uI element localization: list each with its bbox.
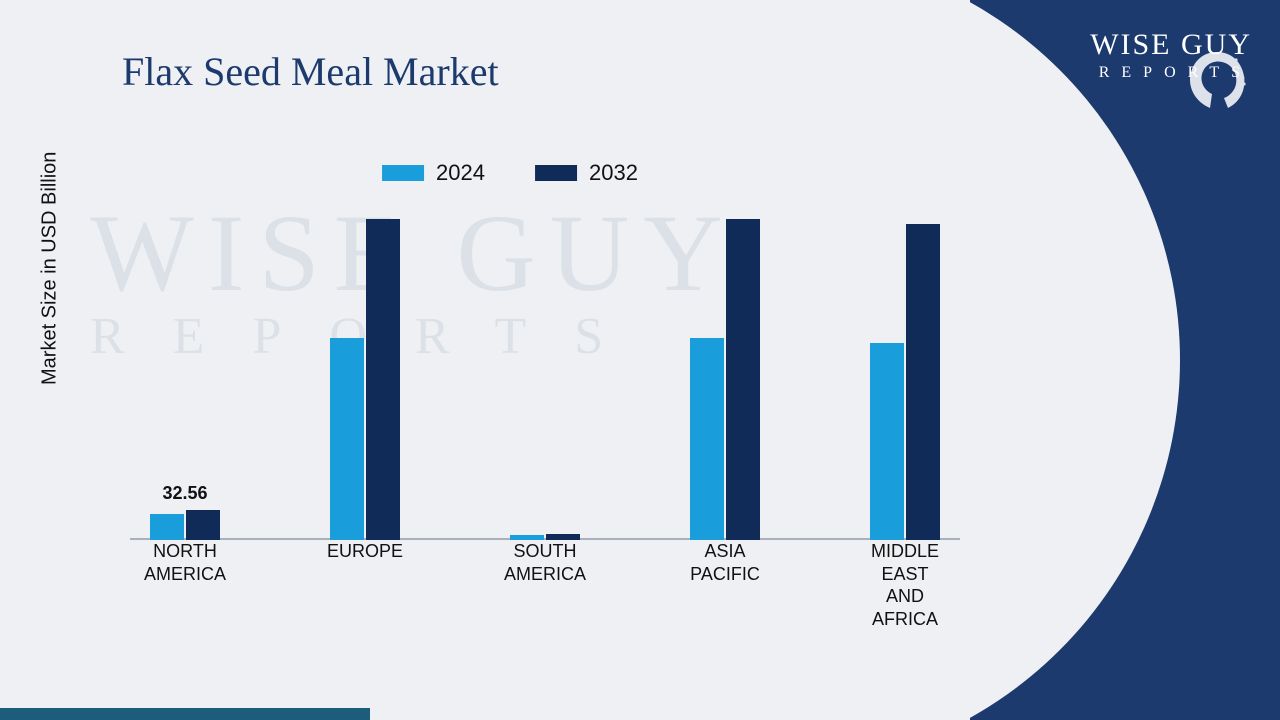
bar [330, 338, 364, 540]
plot-region: 32.56 [130, 210, 960, 540]
bottom-accent-bar [0, 708, 370, 720]
legend-label: 2024 [436, 160, 485, 186]
bar [870, 343, 904, 540]
bar [726, 219, 760, 540]
x-axis-label: EUROPE [295, 540, 435, 563]
bar [906, 224, 940, 540]
chart-area: Market Size in USD Billion 2024 2032 32.… [60, 160, 960, 660]
legend-swatch-2024 [382, 165, 424, 181]
bar [690, 338, 724, 540]
bar-group [870, 224, 940, 540]
x-axis-label: NORTHAMERICA [115, 540, 255, 585]
bar [186, 510, 220, 540]
x-axis-label: SOUTHAMERICA [475, 540, 615, 585]
y-axis-label: Market Size in USD Billion [39, 152, 62, 385]
bar-group [690, 219, 760, 540]
legend-item: 2024 [382, 160, 485, 186]
head-dots-icon [1182, 50, 1252, 110]
legend-swatch-2032 [535, 165, 577, 181]
brand-logo: WISE GUY REPORTS [1090, 28, 1252, 82]
page-title: Flax Seed Meal Market [122, 48, 499, 95]
bar [150, 514, 184, 540]
legend: 2024 2032 [382, 160, 638, 186]
bar-group [330, 219, 400, 540]
legend-item: 2032 [535, 160, 638, 186]
x-axis-label: MIDDLEEASTANDAFRICA [835, 540, 975, 630]
x-axis-label: ASIAPACIFIC [655, 540, 795, 585]
bar-value-label: 32.56 [162, 483, 207, 504]
legend-label: 2032 [589, 160, 638, 186]
bar [366, 219, 400, 540]
bar-group [150, 510, 220, 540]
